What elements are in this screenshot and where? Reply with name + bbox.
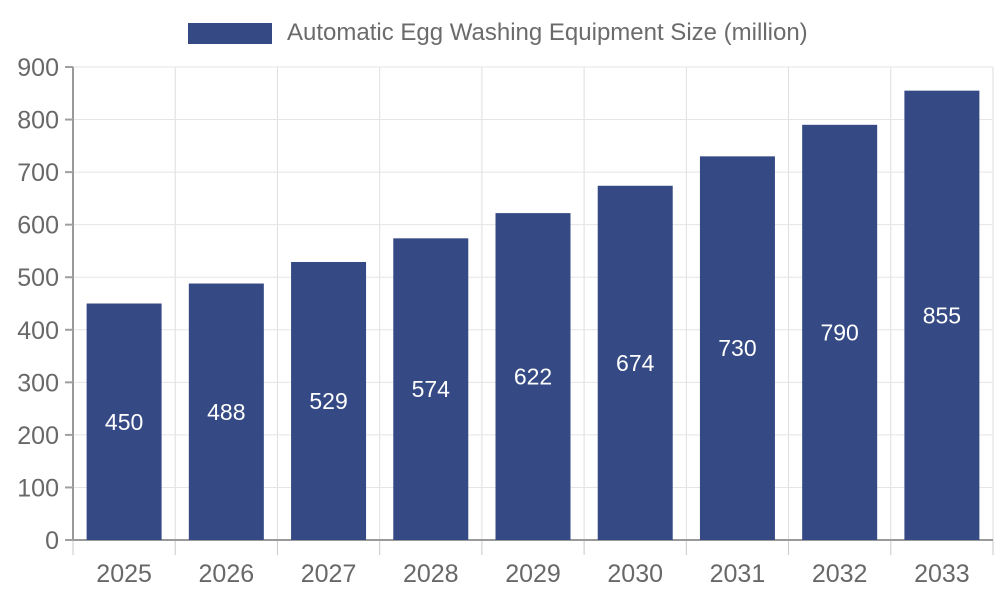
y-tick-label: 800 <box>17 107 59 135</box>
bar-value-label: 790 <box>820 319 858 345</box>
bar <box>393 238 469 540</box>
x-tick-label: 2030 <box>607 560 663 588</box>
y-tick-label: 400 <box>17 317 59 345</box>
bar <box>495 213 571 541</box>
x-tick-label: 2029 <box>505 560 561 588</box>
x-tick-label: 2027 <box>301 560 357 588</box>
bar-value-label: 488 <box>207 399 245 425</box>
y-tick-label: 100 <box>17 474 59 502</box>
bar-value-label: 574 <box>412 376 451 402</box>
legend: Automatic Egg Washing Equipment Size (mi… <box>188 19 808 47</box>
bar-value-label: 450 <box>105 409 143 435</box>
y-tick-label: 500 <box>17 264 59 292</box>
y-tick-label: 0 <box>45 527 59 555</box>
y-tick-label: 600 <box>17 212 59 240</box>
x-tick-label: 2032 <box>812 560 868 588</box>
legend-swatch-icon <box>188 22 272 44</box>
bar <box>291 261 367 540</box>
bar-value-label: 674 <box>616 350 655 376</box>
bar <box>904 90 980 541</box>
x-tick-label: 2025 <box>96 560 152 588</box>
bar <box>86 303 162 540</box>
bar-value-label: 622 <box>514 364 552 390</box>
bar <box>597 185 673 540</box>
bar-value-label: 529 <box>309 388 347 414</box>
y-tick-label: 900 <box>17 54 59 82</box>
y-tick-label: 700 <box>17 159 59 187</box>
x-tick-label: 2028 <box>403 560 459 588</box>
bar-value-label: 855 <box>923 302 961 328</box>
bar <box>802 124 878 541</box>
y-tick-label: 200 <box>17 422 59 450</box>
bar <box>699 156 775 540</box>
bar-value-label: 730 <box>718 335 756 361</box>
bar <box>188 283 264 540</box>
x-tick-label: 2031 <box>710 560 766 588</box>
x-tick-label: 2033 <box>914 560 970 588</box>
x-tick-label: 2026 <box>199 560 255 588</box>
y-tick-label: 300 <box>17 369 59 397</box>
legend-label: Automatic Egg Washing Equipment Size (mi… <box>287 19 808 46</box>
legend-item[interactable]: Automatic Egg Washing Equipment Size (mi… <box>188 19 808 47</box>
